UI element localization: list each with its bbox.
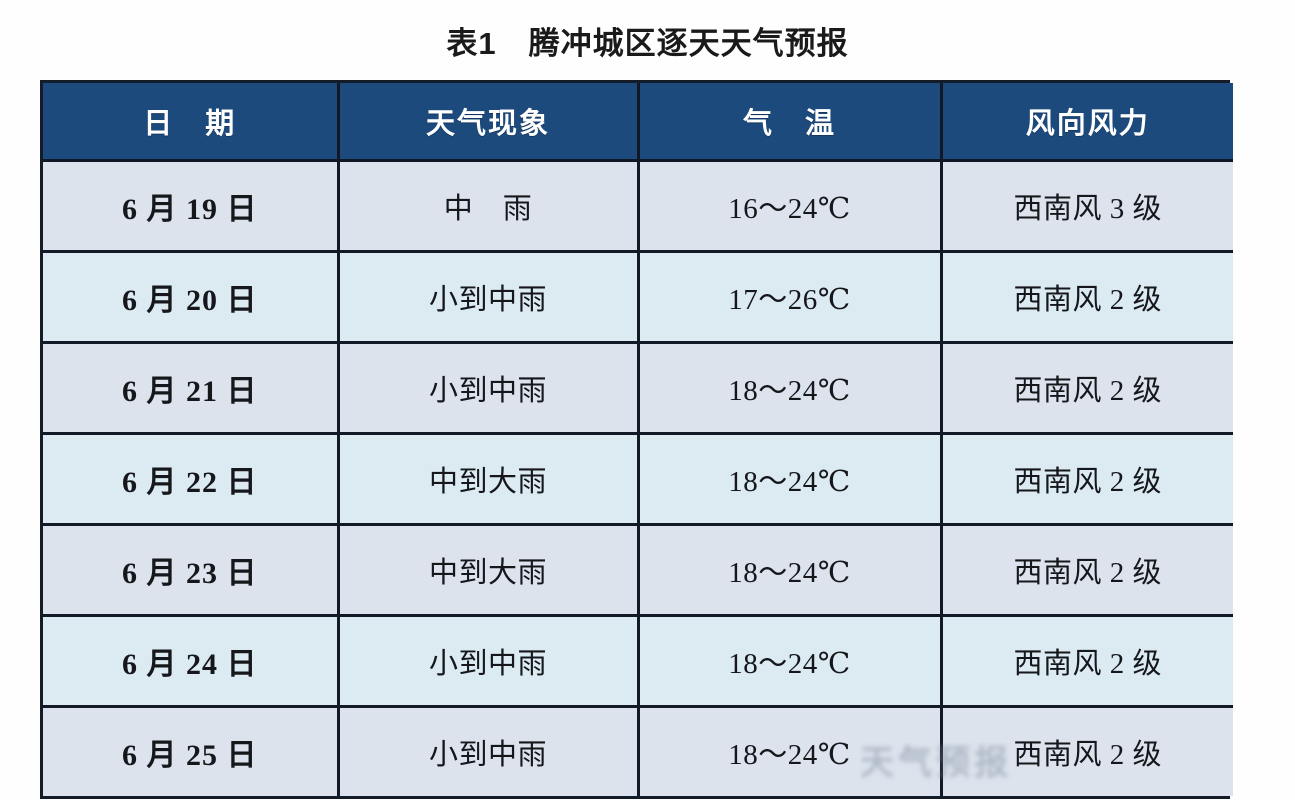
table-header-row: 日 期 天气现象 气 温 风向风力 bbox=[43, 83, 1233, 162]
cell-temperature: 18～24℃ bbox=[638, 342, 943, 435]
forecast-table: 日 期 天气现象 气 温 风向风力 6 月 19 日 中 雨 16～24℃ 西南… bbox=[43, 83, 1233, 796]
cell-wind: 西南风 2 级 bbox=[941, 524, 1233, 617]
cell-date: 6 月 19 日 bbox=[43, 160, 340, 253]
cell-temperature: 18～24℃ bbox=[638, 433, 943, 526]
table-row: 6 月 23 日 中到大雨 18～24℃ 西南风 2 级 bbox=[43, 524, 1233, 617]
cell-date: 6 月 24 日 bbox=[43, 615, 340, 708]
page-title: 表1 腾冲城区逐天天气预报 bbox=[446, 26, 849, 61]
table-header: 日 期 天气现象 气 温 风向风力 bbox=[43, 83, 1233, 162]
table-body: 6 月 19 日 中 雨 16～24℃ 西南风 3 级 6 月 20 日 小到中… bbox=[43, 160, 1233, 796]
cell-phenomenon: 中 雨 bbox=[338, 160, 640, 253]
cell-wind: 西南风 2 级 bbox=[941, 251, 1233, 344]
cell-wind: 西南风 3 级 bbox=[941, 160, 1233, 253]
cell-date: 6 月 23 日 bbox=[43, 524, 340, 617]
cell-wind: 西南风 2 级 bbox=[941, 615, 1233, 708]
weather-forecast-table: 日 期 天气现象 气 温 风向风力 6 月 19 日 中 雨 16～24℃ 西南… bbox=[40, 80, 1233, 799]
cell-date: 6 月 20 日 bbox=[43, 251, 340, 344]
table-row: 6 月 19 日 中 雨 16～24℃ 西南风 3 级 bbox=[43, 160, 1233, 253]
table-row: 6 月 24 日 小到中雨 18～24℃ 西南风 2 级 bbox=[43, 615, 1233, 708]
table-row: 6 月 22 日 中到大雨 18～24℃ 西南风 2 级 bbox=[43, 433, 1233, 526]
cell-wind: 西南风 2 级 bbox=[941, 433, 1233, 526]
cell-wind: 西南风 2 级 bbox=[941, 706, 1233, 796]
cell-temperature: 17～26℃ bbox=[638, 251, 943, 344]
column-header-date: 日 期 bbox=[43, 83, 340, 162]
cell-phenomenon: 小到中雨 bbox=[338, 706, 640, 796]
table-row: 6 月 21 日 小到中雨 18～24℃ 西南风 2 级 bbox=[43, 342, 1233, 435]
cell-temperature: 16～24℃ bbox=[638, 160, 943, 253]
cell-date: 6 月 22 日 bbox=[43, 433, 340, 526]
cell-date: 6 月 25 日 bbox=[43, 706, 340, 796]
cell-date: 6 月 21 日 bbox=[43, 342, 340, 435]
table-caption: 表1 腾冲城区逐天天气预报 bbox=[0, 18, 1295, 63]
cell-phenomenon: 小到中雨 bbox=[338, 342, 640, 435]
cell-temperature: 18～24℃ bbox=[638, 706, 943, 796]
cell-phenomenon: 中到大雨 bbox=[338, 524, 640, 617]
cell-phenomenon: 小到中雨 bbox=[338, 615, 640, 708]
column-header-wind: 风向风力 bbox=[941, 83, 1233, 162]
cell-temperature: 18～24℃ bbox=[638, 615, 943, 708]
cell-phenomenon: 中到大雨 bbox=[338, 433, 640, 526]
column-header-temperature: 气 温 bbox=[638, 83, 943, 162]
table-row: 6 月 20 日 小到中雨 17～26℃ 西南风 2 级 bbox=[43, 251, 1233, 344]
cell-wind: 西南风 2 级 bbox=[941, 342, 1233, 435]
cell-temperature: 18～24℃ bbox=[638, 524, 943, 617]
column-header-phenomenon: 天气现象 bbox=[338, 83, 640, 162]
cell-phenomenon: 小到中雨 bbox=[338, 251, 640, 344]
table-row: 6 月 25 日 小到中雨 18～24℃ 西南风 2 级 bbox=[43, 706, 1233, 796]
